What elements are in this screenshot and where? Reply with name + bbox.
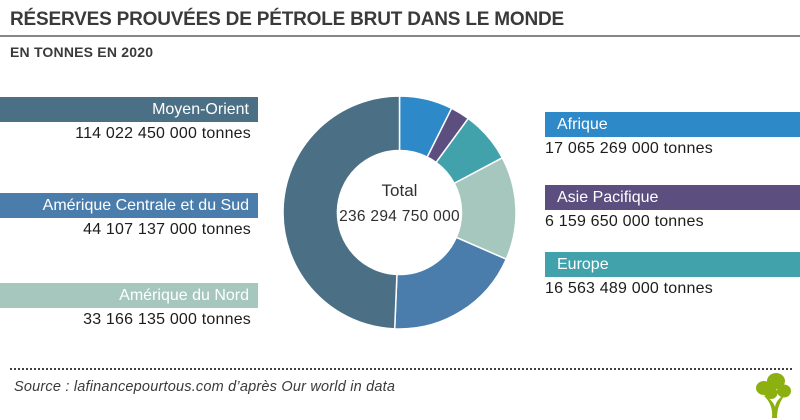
page-title: RÉSERVES PROUVÉES DE PÉTROLE BRUT DANS L…	[10, 9, 565, 30]
legend-value-amerique-du-nord: 33 166 135 000 tonnes	[83, 311, 251, 328]
title-bar: RÉSERVES PROUVÉES DE PÉTROLE BRUT DANS L…	[0, 0, 800, 37]
legend-item-afrique: Afrique 17 065 269 000 tonnes	[545, 112, 800, 158]
legend-value-afrique: 17 065 269 000 tonnes	[545, 140, 713, 157]
legend-item-europe: Europe 16 563 489 000 tonnes	[545, 252, 800, 298]
donut-segment-amerique-centrale-et-du-sud	[393, 236, 508, 330]
legend-value-amerique-centrale-et-du-sud: 44 107 137 000 tonnes	[83, 221, 251, 238]
legend-label-band-europe: Europe	[545, 252, 800, 277]
tree-logo-icon	[756, 373, 791, 418]
legend-label-band-amerique-du-nord: Amérique du Nord	[0, 283, 258, 308]
legend-item-moyen-orient: Moyen-Orient 114 022 450 000 tonnes	[0, 97, 258, 143]
donut-chart	[282, 95, 517, 330]
legend-value-moyen-orient: 114 022 450 000 tonnes	[75, 125, 251, 142]
legend-label-band-asie-pacifique: Asie Pacifique	[545, 185, 800, 210]
source-attribution: Source : lafinancepourtous.com d’après O…	[14, 379, 396, 395]
page-subtitle: EN TONNES EN 2020	[10, 44, 154, 60]
footer-dotted-rule	[10, 368, 792, 370]
legend-value-asie-pacifique: 6 159 650 000 tonnes	[545, 213, 704, 230]
legend-item-asie-pacifique: Asie Pacifique 6 159 650 000 tonnes	[545, 185, 800, 231]
legend-item-amerique-du-nord: Amérique du Nord 33 166 135 000 tonnes	[0, 283, 258, 329]
legend-value-europe: 16 563 489 000 tonnes	[545, 280, 713, 297]
donut-segment-moyen-orient	[282, 95, 401, 330]
legend-label-band-amerique-centrale-et-du-sud: Amérique Centrale et du Sud	[0, 193, 258, 218]
legend-label-band-moyen-orient: Moyen-Orient	[0, 97, 258, 122]
legend-label-band-afrique: Afrique	[545, 112, 800, 137]
legend-item-amerique-centrale-et-du-sud: Amérique Centrale et du Sud 44 107 137 00…	[0, 193, 258, 239]
